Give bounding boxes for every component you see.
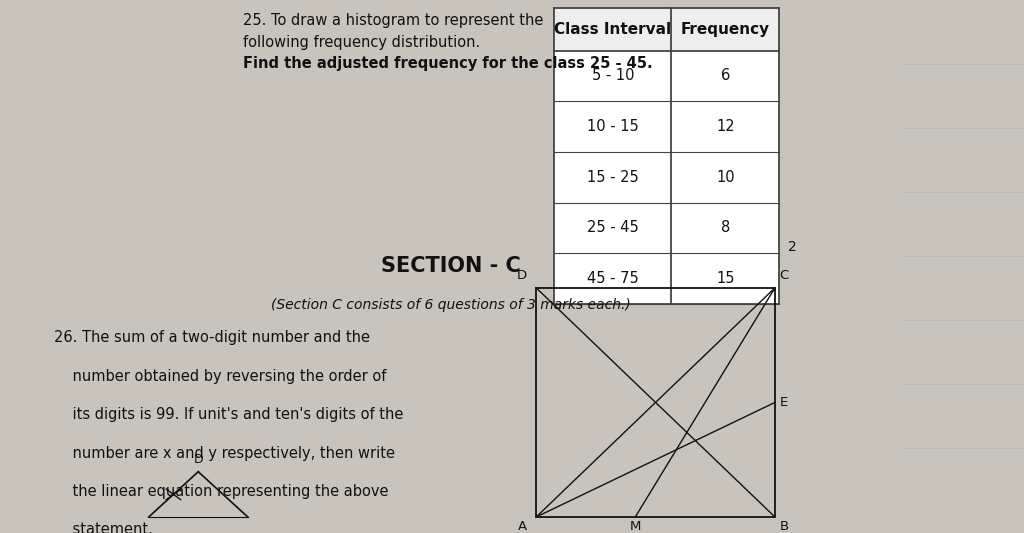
Text: 25. To draw a histogram to represent the: 25. To draw a histogram to represent the — [244, 13, 544, 28]
Text: number are x and y respectively, then write: number are x and y respectively, then wr… — [54, 446, 395, 461]
Text: D: D — [517, 270, 527, 282]
Bar — [554, 8, 779, 304]
Text: following frequency distribution.: following frequency distribution. — [244, 35, 480, 50]
Text: C: C — [779, 270, 788, 282]
Text: number obtained by reversing the order of: number obtained by reversing the order o… — [54, 369, 386, 384]
Text: Class Interval: Class Interval — [554, 22, 672, 37]
Text: 45 - 75: 45 - 75 — [587, 271, 639, 286]
Text: SECTION - C: SECTION - C — [381, 256, 520, 276]
Text: 8: 8 — [721, 220, 730, 236]
Text: D: D — [194, 454, 203, 466]
Text: A: A — [518, 520, 527, 532]
Text: (Section C consists of 6 questions of 3 marks each.): (Section C consists of 6 questions of 3 … — [270, 298, 631, 312]
Text: Frequency: Frequency — [681, 22, 770, 37]
Text: 12: 12 — [716, 119, 734, 134]
Bar — [554, 8, 779, 51]
Text: 10 - 15: 10 - 15 — [587, 119, 639, 134]
Text: 10: 10 — [716, 169, 734, 185]
Text: Find the adjusted frequency for the class 25 - 45.: Find the adjusted frequency for the clas… — [244, 56, 653, 71]
Text: its digits is 99. If unit's and ten's digits of the: its digits is 99. If unit's and ten's di… — [54, 407, 403, 422]
Text: the linear equation representing the above: the linear equation representing the abo… — [54, 484, 388, 499]
Text: M: M — [630, 520, 641, 532]
Text: 2: 2 — [788, 240, 798, 254]
Text: 15: 15 — [716, 271, 734, 286]
Text: B: B — [779, 520, 788, 532]
Text: 15 - 25: 15 - 25 — [587, 169, 639, 185]
Text: statement.: statement. — [54, 522, 153, 533]
Text: E: E — [779, 396, 787, 409]
Text: 5 - 10: 5 - 10 — [592, 68, 634, 84]
Text: 25 - 45: 25 - 45 — [587, 220, 639, 236]
Text: 26. The sum of a two-digit number and the: 26. The sum of a two-digit number and th… — [54, 330, 370, 345]
Text: 6: 6 — [721, 68, 730, 84]
